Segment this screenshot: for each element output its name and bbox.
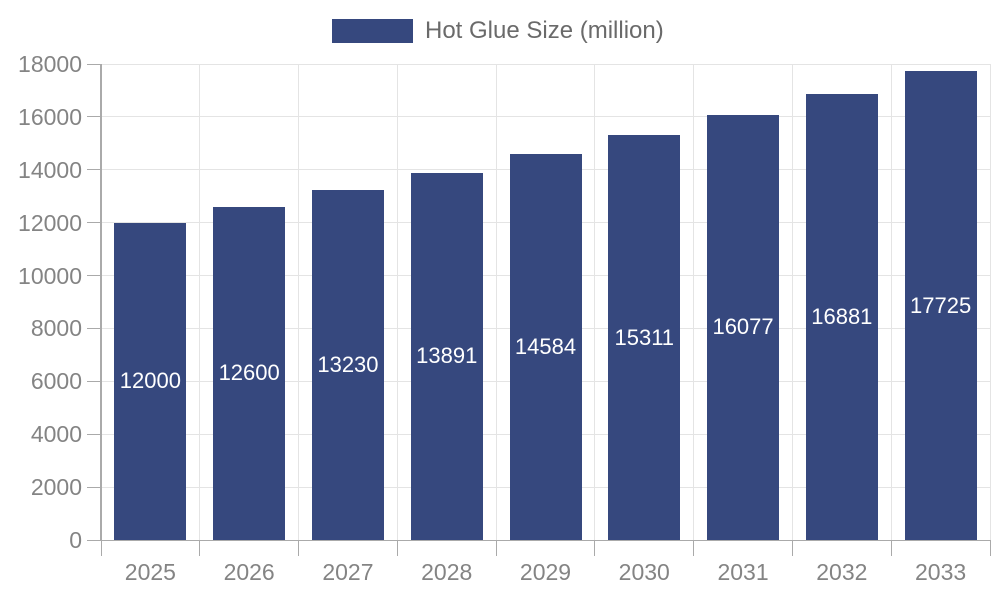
x-axis-tick	[298, 540, 300, 556]
y-axis-label: 16000	[18, 103, 82, 130]
y-axis-tick	[87, 539, 101, 541]
gridline-vertical	[989, 64, 991, 540]
bar-value-label: 17725	[910, 292, 972, 318]
x-axis-tick	[396, 540, 398, 556]
legend-item[interactable]: Hot Glue Size (million)	[332, 19, 664, 43]
x-axis-tick	[693, 540, 695, 556]
x-axis-tick	[594, 540, 596, 556]
bar[interactable]	[410, 172, 483, 540]
x-axis-label: 2027	[322, 559, 374, 585]
y-axis-label: 6000	[30, 368, 82, 395]
legend-label: Hot Glue Size (million)	[425, 17, 664, 44]
y-axis-label: 12000	[18, 209, 82, 236]
y-axis-tick	[87, 327, 101, 329]
bar[interactable]	[311, 190, 384, 540]
gridline-vertical	[693, 64, 695, 540]
x-axis-tick	[199, 540, 201, 556]
bar[interactable]	[509, 154, 582, 540]
bar-value-label: 12000	[119, 368, 181, 394]
y-axis-label: 10000	[18, 262, 82, 289]
gridline-horizontal	[101, 116, 990, 118]
bar[interactable]	[608, 135, 681, 540]
x-axis-label: 2025	[124, 559, 176, 585]
y-axis-label: 14000	[18, 156, 82, 183]
bar-value-label: 14584	[514, 334, 577, 360]
gridline-vertical	[791, 64, 793, 540]
x-axis-label: 2026	[223, 559, 275, 585]
gridline-vertical	[396, 64, 398, 540]
y-axis-tick	[87, 380, 101, 382]
x-axis-label: 2032	[816, 559, 868, 585]
gridline-horizontal	[101, 63, 990, 65]
bar-value-label: 13891	[416, 343, 478, 369]
x-axis-tick	[791, 540, 793, 556]
bar[interactable]	[114, 222, 187, 540]
y-axis-tick	[87, 63, 101, 65]
y-axis-label: 18000	[18, 51, 82, 77]
x-axis-line	[101, 539, 990, 541]
y-axis-tick	[87, 275, 101, 277]
gridline-vertical	[890, 64, 892, 540]
gridline-vertical	[594, 64, 596, 540]
y-axis-tick	[87, 486, 101, 488]
x-axis-tick	[100, 540, 102, 556]
y-axis-label: 4000	[30, 421, 82, 448]
x-axis-tick	[989, 540, 991, 556]
y-axis-tick	[87, 222, 101, 224]
y-axis-tick	[87, 433, 101, 435]
bar-value-label: 13230	[317, 352, 379, 378]
x-axis-tick	[495, 540, 497, 556]
bar-value-label: 12600	[218, 360, 280, 386]
bar[interactable]	[213, 206, 286, 540]
y-axis-tick	[87, 169, 101, 171]
x-axis-label: 2028	[421, 559, 473, 585]
bar[interactable]	[805, 93, 878, 540]
y-axis-label: 8000	[30, 315, 82, 342]
y-axis-label: 0	[69, 527, 82, 553]
bar[interactable]	[904, 71, 977, 540]
gridline-vertical	[199, 64, 201, 540]
x-axis-tick	[890, 540, 892, 556]
x-axis-label: 2029	[519, 559, 572, 585]
y-axis-tick	[87, 116, 101, 118]
bar-value-label: 15311	[614, 324, 675, 350]
bar-value-label: 16077	[712, 314, 774, 340]
x-axis-label: 2031	[717, 559, 769, 585]
gridline-vertical	[298, 64, 300, 540]
x-axis-label: 2030	[618, 559, 670, 585]
x-axis-label: 2033	[915, 559, 967, 585]
bar[interactable]	[707, 114, 780, 540]
gridline-vertical	[495, 64, 497, 540]
legend-swatch	[332, 19, 413, 43]
bar-value-label: 16881	[811, 303, 873, 329]
y-axis-line	[100, 64, 102, 540]
y-axis-label: 2000	[30, 474, 82, 501]
